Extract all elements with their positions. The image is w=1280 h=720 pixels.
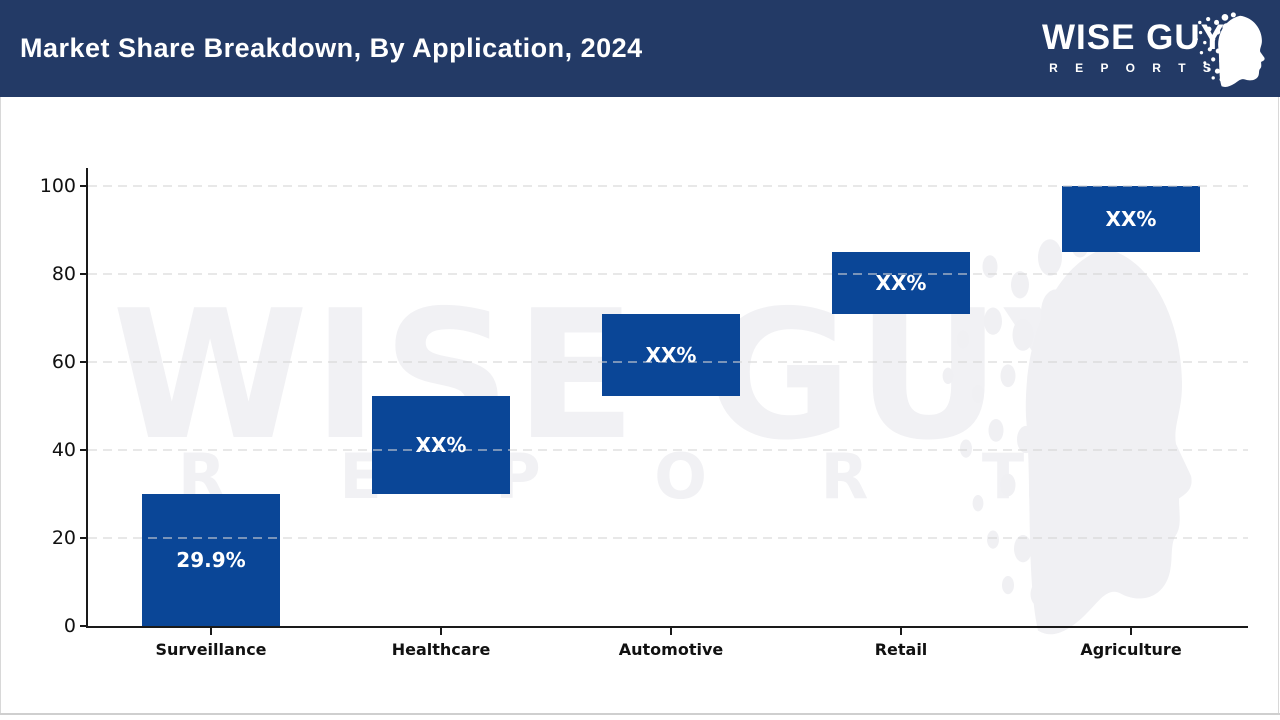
y-tick-mark bbox=[80, 361, 88, 363]
bar-value-label: XX% bbox=[645, 342, 697, 367]
gridline bbox=[88, 449, 1248, 451]
gridline bbox=[88, 361, 1248, 363]
x-tick-label: Automotive bbox=[618, 640, 724, 659]
x-tick-mark bbox=[1130, 628, 1132, 635]
bar-automotive bbox=[602, 313, 740, 397]
page-title: Market Share Breakdown, By Application, … bbox=[20, 33, 643, 63]
bar-value-label: 29.9% bbox=[176, 548, 246, 573]
frame-border-bottom bbox=[0, 713, 1280, 715]
watermark-sub-text: R E P O R T S bbox=[178, 440, 1229, 513]
x-tick-mark bbox=[440, 628, 442, 635]
y-tick-mark bbox=[80, 185, 88, 187]
x-tick-label: Healthcare bbox=[391, 640, 491, 659]
x-tick-label: Agriculture bbox=[1080, 640, 1182, 659]
gridline bbox=[88, 537, 1248, 539]
header-bar: Market Share Breakdown, By Application, … bbox=[0, 0, 1280, 97]
y-tick-mark bbox=[80, 449, 88, 451]
brand-name: WISE GUY bbox=[1042, 18, 1226, 57]
y-tick-mark bbox=[80, 625, 88, 627]
brand-head-icon bbox=[1194, 12, 1265, 87]
y-tick-label: 20 bbox=[51, 527, 76, 549]
bar-healthcare bbox=[372, 396, 510, 495]
frame-border-left bbox=[0, 97, 1, 714]
bar-surveillance bbox=[142, 494, 280, 626]
y-tick-mark bbox=[80, 273, 88, 275]
x-tick-mark bbox=[210, 628, 212, 635]
brand-logo-text: WISE GUY R E P O R T S bbox=[1042, 18, 1225, 75]
x-axis-line bbox=[86, 626, 1248, 628]
y-tick-label: 60 bbox=[51, 351, 76, 373]
x-tick-label: Retail bbox=[874, 640, 928, 659]
x-tick-mark bbox=[670, 628, 672, 635]
frame-border-right bbox=[1278, 97, 1279, 714]
bar-value-label: XX% bbox=[1105, 207, 1157, 231]
bar-agriculture bbox=[1062, 186, 1200, 252]
y-tick-mark bbox=[80, 537, 88, 539]
x-tick-label: Surveillance bbox=[155, 640, 267, 659]
brand-subtitle: R E P O R T S bbox=[1049, 61, 1218, 75]
gridline bbox=[88, 273, 1248, 275]
bar-value-label: XX% bbox=[415, 433, 467, 458]
y-axis-line bbox=[86, 168, 88, 628]
y-tick-label: 0 bbox=[63, 615, 76, 637]
brand-logo: WISE GUY R E P O R T S bbox=[1004, 4, 1272, 94]
y-tick-label: 40 bbox=[51, 439, 76, 461]
x-tick-mark bbox=[900, 628, 902, 635]
y-tick-label: 100 bbox=[39, 175, 76, 197]
gridline bbox=[88, 185, 1248, 187]
y-tick-label: 80 bbox=[51, 263, 76, 285]
bar-retail bbox=[832, 252, 970, 314]
bar-value-label: XX% bbox=[875, 270, 927, 295]
